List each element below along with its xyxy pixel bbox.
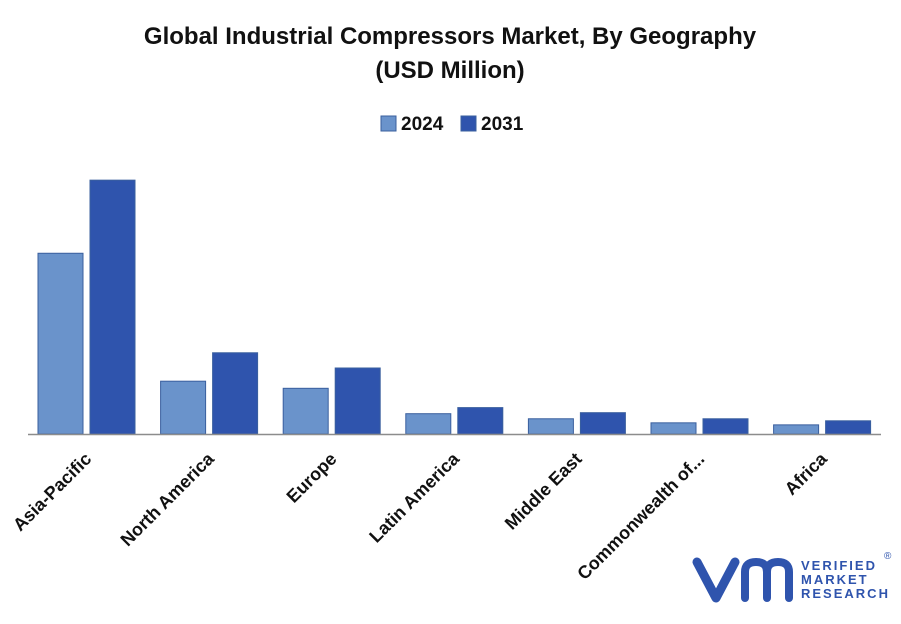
legend: 2024 2031 xyxy=(380,114,524,135)
bar-latin-america-2024 xyxy=(405,413,452,435)
bar-europe-2024 xyxy=(282,387,329,435)
vmr-logo-icon xyxy=(692,557,793,603)
bar-latin-america-2031 xyxy=(457,407,504,435)
chart-subtitle: (USD Million) xyxy=(375,57,524,84)
bar-middle-east-2031 xyxy=(579,412,626,435)
legend-label-2031: 2031 xyxy=(481,114,524,135)
x-tick-label-north-america: North America xyxy=(117,448,219,550)
x-tick-label-europe: Europe xyxy=(283,449,341,507)
bar-africa-2031 xyxy=(825,420,872,435)
logo-line-3: RESEARCH xyxy=(801,586,890,601)
legend-label-2024: 2024 xyxy=(401,114,444,135)
bar-north-america-2031 xyxy=(212,352,259,435)
bar-commonwealth-of-2031 xyxy=(702,418,749,435)
bar-asia-pacific-2031 xyxy=(89,179,136,435)
bar-commonwealth-of-2024 xyxy=(650,422,697,435)
bar-europe-2031 xyxy=(334,367,381,435)
x-tick-label-middle-east: Middle East xyxy=(501,449,586,534)
logo-line-2: MARKET xyxy=(801,572,869,587)
legend-swatch-2031 xyxy=(460,115,477,132)
x-tick-label-africa: Africa xyxy=(781,448,832,499)
brand-logo: VERIFIED MARKET RESEARCH ® xyxy=(692,551,892,603)
bar-north-america-2024 xyxy=(160,380,207,435)
x-tick-labels: Asia-Pacific North America Europe Latin Ame… xyxy=(9,448,832,584)
bar-africa-2024 xyxy=(773,424,820,435)
x-tick-label-commonwealth-of: Commonwealth of... xyxy=(573,449,708,584)
bar-middle-east-2024 xyxy=(527,418,574,435)
logo-line-1: VERIFIED xyxy=(801,558,877,573)
bar-asia-pacific-2024 xyxy=(37,252,84,435)
logo-registered-mark: ® xyxy=(884,551,892,562)
legend-swatch-2024 xyxy=(380,115,397,132)
x-tick-label-latin-america: Latin America xyxy=(365,448,464,547)
bar-group xyxy=(37,179,872,435)
x-tick-label-asia-pacific: Asia-Pacific xyxy=(9,449,95,535)
chart-title: Global Industrial Compressors Market, By… xyxy=(144,23,757,50)
